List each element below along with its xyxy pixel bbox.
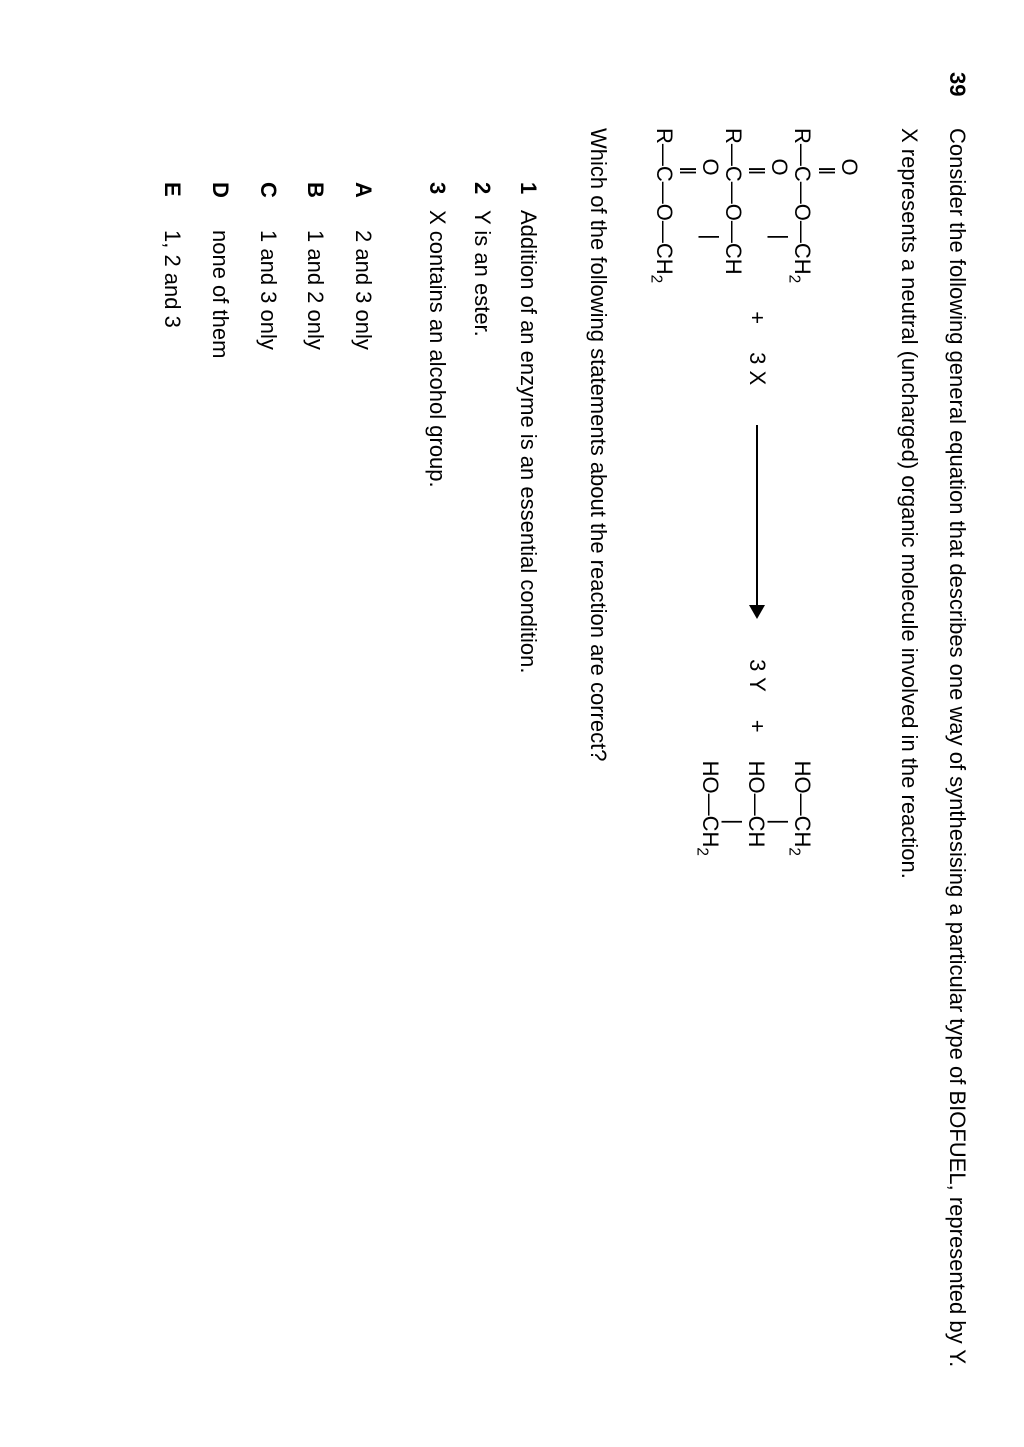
statement-row: 1 Addition of an enzyme is an essential … [513, 182, 543, 1375]
option-letter: C [253, 182, 283, 230]
option-letter: D [205, 182, 235, 230]
option-letter: E [158, 182, 188, 230]
reactant-3x: 3 X [742, 352, 772, 385]
statements-list: 1 Addition of an enzyme is an essential … [422, 182, 543, 1375]
statement-number: 3 [422, 182, 452, 210]
plus-sign-1: + [742, 311, 772, 324]
option-text: 2 and 3 only [348, 230, 378, 350]
chemical-equation: O ‖ R—C—O—CH2 O | ‖ R—C—O—CH O | ‖ R—C—O… [653, 128, 861, 1375]
statement-number: 1 [513, 182, 543, 210]
question-row: 39 Consider the following general equati… [942, 72, 972, 1375]
options-list: A 2 and 3 only B 1 and 2 only C 1 and 3 … [158, 182, 378, 1375]
option-text: none of them [205, 230, 235, 358]
option-text: 1 and 2 only [301, 230, 331, 350]
option-row[interactable]: D none of them [205, 182, 235, 1375]
option-row[interactable]: A 2 and 3 only [348, 182, 378, 1375]
option-letter: B [301, 182, 331, 230]
statement-row: 2 Y is an ester. [468, 182, 498, 1375]
question-intro-1: Consider the following general equation … [942, 128, 972, 1375]
option-letter: A [348, 182, 378, 230]
arrow-line [756, 425, 758, 605]
statement-number: 2 [468, 182, 498, 210]
statement-row: 3 X contains an alcohol group. [422, 182, 452, 1375]
page: 39 Consider the following general equati… [0, 0, 1024, 1447]
option-row[interactable]: C 1 and 3 only [253, 182, 283, 1375]
question-intro-2: X represents a neutral (uncharged) organ… [895, 128, 925, 1375]
arrow-head-icon [749, 605, 765, 619]
option-text: 1 and 3 only [253, 230, 283, 350]
question-number: 39 [942, 72, 972, 128]
statement-text: Y is an ester. [468, 210, 498, 337]
option-row[interactable]: B 1 and 2 only [301, 182, 331, 1375]
option-row[interactable]: E 1, 2 and 3 [158, 182, 188, 1375]
statements-prompt: Which of the following statements about … [583, 128, 613, 1375]
statement-text: Addition of an enzyme is an essential co… [513, 210, 543, 674]
product-glycerol: HO—CH2 | HO—CH | HO—CH2 [699, 761, 814, 856]
plus-sign-2: + [742, 720, 772, 733]
reactant-triglyceride: O ‖ R—C—O—CH2 O | ‖ R—C—O—CH O | ‖ R—C—O… [653, 128, 861, 283]
statement-text: X contains an alcohol group. [422, 210, 452, 488]
option-text: 1, 2 and 3 [158, 230, 188, 328]
product-3y: 3 Y [742, 659, 772, 692]
reaction-arrow [749, 425, 765, 619]
